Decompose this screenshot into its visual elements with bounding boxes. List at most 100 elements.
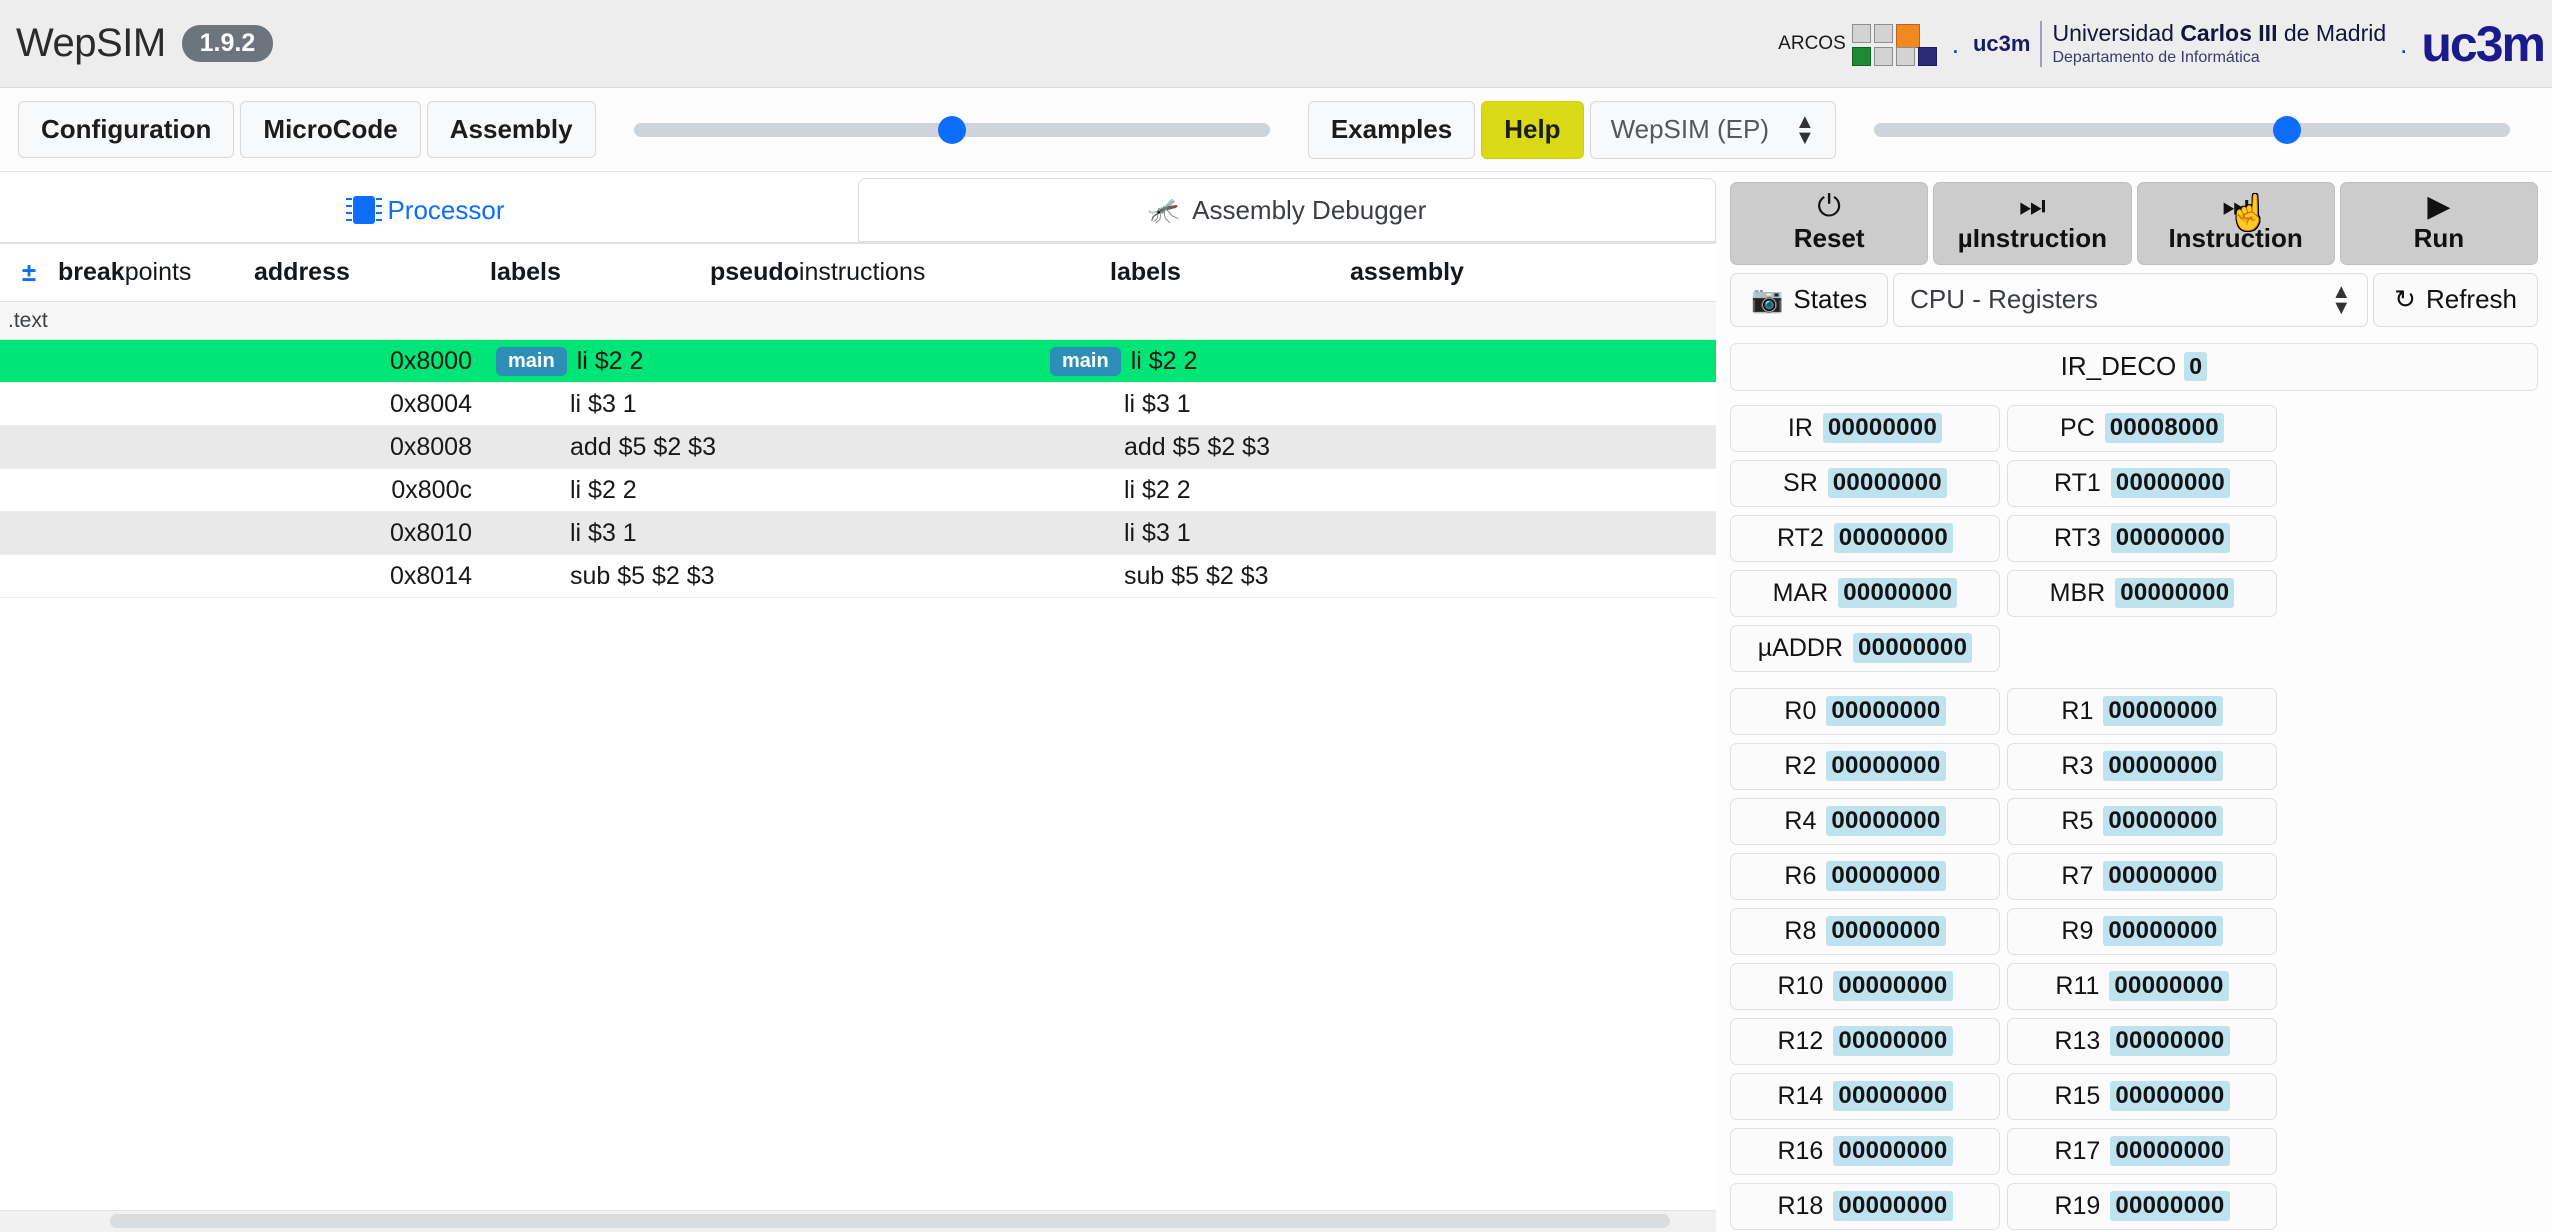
register-r15[interactable]: R15 00000000 bbox=[2007, 1072, 2277, 1120]
register-ir[interactable]: IR 00000000 bbox=[1730, 404, 2000, 452]
row-assembly-text: sub $5 $2 $3 bbox=[1124, 561, 1269, 590]
section-label-text: .text bbox=[0, 302, 1716, 340]
register-rt2[interactable]: RT2 00000000 bbox=[1730, 514, 2000, 562]
chevron-updown-icon-2: ▲ ▼ bbox=[2331, 280, 2352, 319]
left-slider-track[interactable] bbox=[633, 115, 1270, 144]
column-header-labels-2: labels bbox=[1110, 258, 1181, 286]
register-r12[interactable]: R12 00000000 bbox=[1730, 1017, 2000, 1065]
register-name: R5 bbox=[2061, 806, 2094, 835]
register-r16[interactable]: R16 00000000 bbox=[1730, 1127, 2000, 1175]
table-row[interactable]: 0x8000 main li $2 2 main li $2 2 bbox=[0, 340, 1716, 383]
step-microinstruction-icon: ⏭ bbox=[2018, 190, 2046, 223]
register-r3[interactable]: R3 00000000 bbox=[2007, 742, 2277, 790]
register-value: 00000000 bbox=[1826, 916, 1946, 946]
table-row[interactable]: 0x800c li $2 2 li $2 2 bbox=[0, 469, 1716, 512]
register-r6[interactable]: R6 00000000 bbox=[1730, 852, 2000, 900]
control-button-label: Instruction bbox=[2168, 222, 2303, 253]
register-mar[interactable]: MAR 00000000 bbox=[1730, 569, 2000, 617]
left-slider[interactable] bbox=[610, 115, 1294, 144]
microcode-button[interactable]: MicroCode bbox=[240, 101, 421, 158]
table-row[interactable]: 0x8008 add $5 $2 $3 add $5 $2 $3 bbox=[0, 426, 1716, 469]
row-pseudo-text: li $3 1 bbox=[570, 518, 637, 547]
table-row[interactable]: 0x8014 sub $5 $2 $3 sub $5 $2 $3 bbox=[0, 555, 1716, 598]
register-r10[interactable]: R10 00000000 bbox=[1730, 962, 2000, 1010]
tabs-underline bbox=[0, 242, 1716, 244]
register-name: µADDR bbox=[1757, 633, 1844, 662]
row-assembly: li $2 2 bbox=[1050, 476, 1716, 505]
register-name: R13 bbox=[2054, 1026, 2101, 1055]
register-r2[interactable]: R2 00000000 bbox=[1730, 742, 2000, 790]
register-r14[interactable]: R14 00000000 bbox=[1730, 1072, 2000, 1120]
uinstruction-button[interactable]: ⏭ µInstruction bbox=[1933, 182, 2132, 265]
simulator-mode-select[interactable]: WepSIM (EP) ▲ ▼ bbox=[1589, 100, 1836, 159]
register-r18[interactable]: R18 00000000 bbox=[1730, 1182, 2000, 1230]
register-mbr[interactable]: MBR 00000000 bbox=[2007, 569, 2277, 617]
view-controls: 📷 States CPU - Registers ▲ ▼ ↻ Refresh bbox=[1730, 272, 2538, 327]
register-name: R17 bbox=[2054, 1136, 2101, 1165]
register-name: R7 bbox=[2061, 861, 2094, 890]
play-icon: ▶ bbox=[2427, 190, 2451, 223]
tab-processor[interactable]: Processor bbox=[0, 178, 858, 242]
register-value: 00000000 bbox=[2110, 468, 2230, 498]
register-r9[interactable]: R9 00000000 bbox=[2007, 907, 2277, 955]
examples-button[interactable]: Examples bbox=[1307, 100, 1476, 159]
register-name: R3 bbox=[2061, 751, 2094, 780]
refresh-button[interactable]: ↻ Refresh bbox=[2373, 272, 2538, 327]
register-r11[interactable]: R11 00000000 bbox=[2007, 962, 2277, 1010]
tab-assembly-debugger[interactable]: 🦟 Assembly Debugger bbox=[858, 178, 1716, 242]
register-r19[interactable]: R19 00000000 bbox=[2007, 1182, 2277, 1230]
horizontal-scrollbar-thumb[interactable] bbox=[110, 1214, 1670, 1228]
register-r17[interactable]: R17 00000000 bbox=[2007, 1127, 2277, 1175]
register-name: R1 bbox=[2061, 696, 2094, 725]
assembly-button[interactable]: Assembly bbox=[426, 101, 596, 158]
instruction-button[interactable]: ⏭ Instruction ☝ bbox=[2136, 182, 2335, 265]
register-r13[interactable]: R13 00000000 bbox=[2007, 1017, 2277, 1065]
register-r4[interactable]: R4 00000000 bbox=[1730, 797, 2000, 845]
register-rt1[interactable]: RT1 00000000 bbox=[2007, 459, 2277, 507]
register-name: R12 bbox=[1777, 1026, 1824, 1055]
help-button[interactable]: Help bbox=[1481, 100, 1584, 159]
register-value: 00000000 bbox=[2110, 523, 2230, 553]
register-value: 00000000 bbox=[2103, 861, 2223, 891]
uc3m-small-label: uc3m bbox=[1972, 30, 2031, 56]
register-r5[interactable]: R5 00000000 bbox=[2007, 797, 2277, 845]
right-slider-track[interactable] bbox=[1873, 115, 2510, 144]
register-r7[interactable]: R7 00000000 bbox=[2007, 852, 2277, 900]
row-assembly-text: li $2 2 bbox=[1130, 346, 1198, 375]
register-r1[interactable]: R1 00000000 bbox=[2007, 687, 2277, 735]
row-pseudo-text: li $3 1 bbox=[570, 389, 637, 418]
left-slider-thumb[interactable] bbox=[937, 115, 966, 144]
table-row[interactable]: 0x8010 li $3 1 li $3 1 bbox=[0, 512, 1716, 555]
register-rt3[interactable]: RT3 00000000 bbox=[2007, 514, 2277, 562]
register-name: R10 bbox=[1777, 971, 1824, 1000]
horizontal-scrollbar[interactable] bbox=[0, 1210, 1716, 1232]
register-name: R15 bbox=[2054, 1081, 2101, 1110]
right-slider[interactable] bbox=[1850, 115, 2534, 144]
run-button[interactable]: ▶ Run bbox=[2339, 182, 2538, 265]
states-button[interactable]: 📷 States bbox=[1730, 272, 1889, 327]
uc3m-logo: uc3m Universidad Carlos III de Madrid De… bbox=[1973, 20, 2386, 67]
register-r8[interactable]: R8 00000000 bbox=[1730, 907, 2000, 955]
special-registers-grid: IR 00000000 PC 00008000 SR 00000000 RT1 0000000… bbox=[1730, 404, 2538, 672]
register-name: SR bbox=[1783, 468, 1818, 497]
register-pc[interactable]: PC 00008000 bbox=[2007, 404, 2277, 452]
reset-button[interactable]: ⏻ Reset bbox=[1730, 182, 1929, 265]
breakpoints-toggle-icon[interactable]: ± bbox=[21, 257, 37, 287]
register-view-select[interactable]: CPU - Registers ▲ ▼ bbox=[1893, 272, 2369, 327]
logo-dot-separator-2: . bbox=[2400, 28, 2408, 59]
column-header-pseudoinstructions: pseudoinstructions bbox=[710, 258, 926, 286]
table-row[interactable]: 0x8004 li $3 1 li $3 1 bbox=[0, 383, 1716, 426]
states-button-label: States bbox=[1793, 284, 1868, 314]
register-value: 00000000 bbox=[1826, 806, 1946, 836]
register-value: 00000000 bbox=[2110, 1191, 2230, 1221]
configuration-button[interactable]: Configuration bbox=[18, 101, 235, 158]
column-header-breakpoints: breakpoints bbox=[58, 258, 192, 286]
register-sr[interactable]: SR 00000000 bbox=[1730, 459, 2000, 507]
register-r0[interactable]: R0 00000000 bbox=[1730, 687, 2000, 735]
camera-icon: 📷 bbox=[1751, 284, 1784, 314]
row-assembly-text: add $5 $2 $3 bbox=[1124, 432, 1270, 461]
right-slider-thumb[interactable] bbox=[2273, 115, 2302, 144]
register-uaddr[interactable]: µADDR 00000000 bbox=[1730, 624, 2000, 672]
app-title: WepSIM bbox=[16, 21, 166, 65]
logo-dot-separator: . bbox=[1951, 28, 1959, 59]
